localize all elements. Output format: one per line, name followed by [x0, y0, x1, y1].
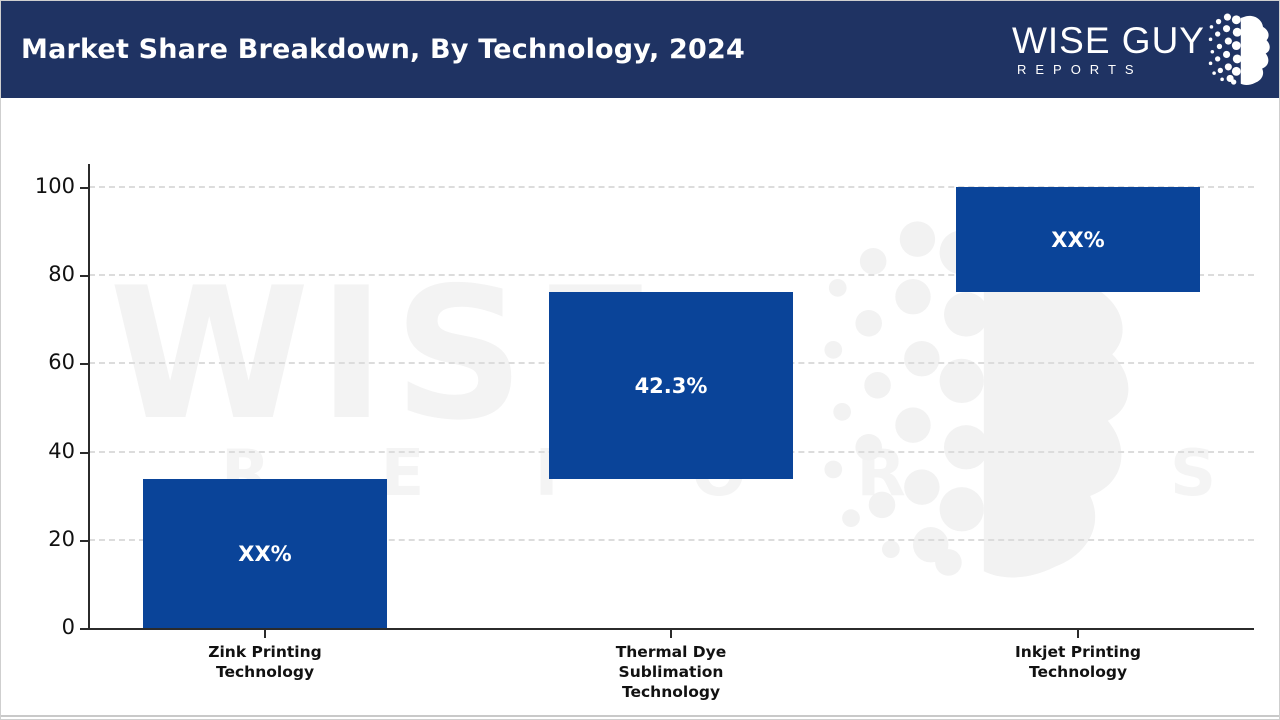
- brand-subname: REPORTS: [1016, 62, 1143, 77]
- y-tick-mark: [80, 628, 88, 630]
- y-tick-mark: [80, 363, 88, 365]
- bar-value-label: XX%: [1051, 227, 1105, 252]
- market-share-bar: XX%: [143, 479, 387, 628]
- y-tick-mark: [80, 187, 88, 189]
- y-gridline: [89, 186, 1254, 188]
- y-tick-mark: [80, 452, 88, 454]
- x-axis-line: [88, 628, 1254, 630]
- x-category-label: Thermal Dye Sublimation Technology: [615, 643, 727, 701]
- y-tick-label: 80: [48, 262, 75, 286]
- footer-rule: [1, 715, 1279, 717]
- brand-logo-text: WISE GUY REPORTS: [1012, 22, 1205, 77]
- y-tick-mark: [80, 540, 88, 542]
- y-tick-label: 40: [48, 439, 75, 463]
- x-tick-mark: [1077, 630, 1079, 638]
- brand-logo: WISE GUY REPORTS: [1012, 1, 1271, 98]
- x-tick-mark: [670, 630, 672, 638]
- bar-value-label: 42.3%: [634, 373, 708, 398]
- y-tick-label: 20: [48, 527, 75, 551]
- y-tick-mark: [80, 275, 88, 277]
- chart-title: Market Share Breakdown, By Technology, 2…: [21, 34, 746, 65]
- header-bar: Market Share Breakdown, By Technology, 2…: [1, 1, 1279, 98]
- y-tick-label: 100: [34, 174, 75, 198]
- market-share-bar: XX%: [956, 187, 1200, 292]
- x-category-label: Zink Printing Technology: [208, 643, 322, 681]
- y-tick-label: 60: [48, 350, 75, 374]
- x-tick-mark: [264, 630, 266, 638]
- dotted-head-logo-icon: [1208, 13, 1270, 85]
- bar-value-label: XX%: [238, 541, 292, 566]
- y-tick-label: 0: [61, 615, 75, 639]
- market-share-bar: 42.3%: [549, 292, 793, 479]
- y-gridline: [89, 539, 1254, 541]
- y-axis-line: [88, 164, 90, 630]
- watermark-dotted-head-icon: [824, 221, 1129, 578]
- x-category-label: Inkjet Printing Technology: [1015, 643, 1141, 681]
- brand-name: WISE GUY: [1011, 20, 1205, 61]
- y-gridline: [89, 274, 1254, 276]
